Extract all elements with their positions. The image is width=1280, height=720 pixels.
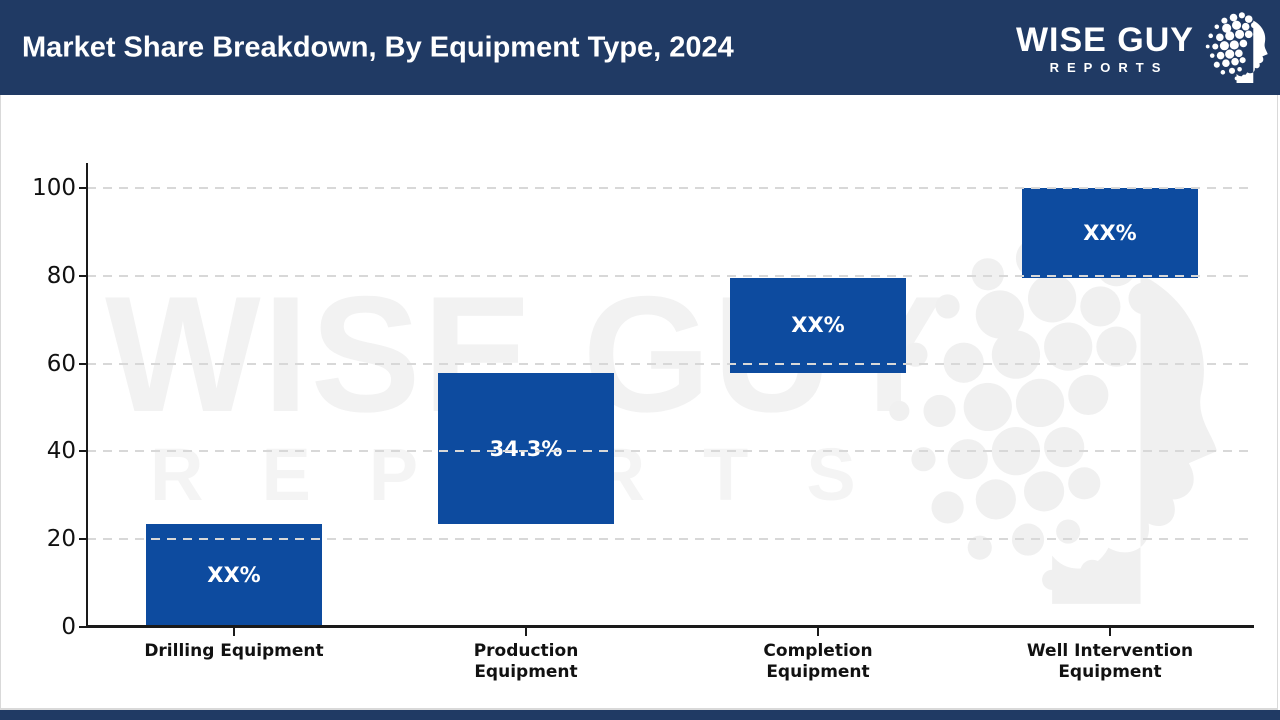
y-tick-mark bbox=[79, 274, 87, 277]
y-tick-label: 100 bbox=[32, 175, 76, 201]
logo-text: WISE GUY REPORTS bbox=[1015, 21, 1194, 75]
page-title: Market Share Breakdown, By Equipment Typ… bbox=[22, 31, 734, 63]
x-tick-mark bbox=[525, 628, 527, 636]
content-border bbox=[0, 95, 1278, 710]
bar-value-label: XX% bbox=[791, 313, 845, 338]
bar-segment: XX% bbox=[730, 277, 906, 374]
x-axis-line bbox=[86, 625, 1254, 628]
x-tick-mark bbox=[817, 628, 819, 636]
logo-subtitle: REPORTS bbox=[1049, 59, 1169, 75]
footer-bar bbox=[0, 710, 1280, 720]
x-category-label: Production Equipment bbox=[473, 641, 579, 683]
y-tick-label: 60 bbox=[46, 350, 76, 377]
header-bar: Market Share Breakdown, By Equipment Typ… bbox=[0, 0, 1280, 95]
bar-segment: XX% bbox=[146, 523, 322, 627]
y-gridline bbox=[87, 187, 1254, 189]
y-tick-mark bbox=[79, 626, 87, 628]
y-tick-mark bbox=[79, 362, 87, 365]
y-gridline bbox=[87, 538, 1254, 541]
x-category-label: Completion Equipment bbox=[763, 641, 873, 683]
dotted-head-logo-icon bbox=[1205, 12, 1268, 83]
x-category-label: Drilling Equipment bbox=[144, 641, 324, 661]
y-tick-label: 0 bbox=[61, 614, 76, 640]
x-tick-mark bbox=[233, 628, 235, 636]
wise-guy-reports-logo: WISE GUY REPORTS bbox=[1016, 7, 1270, 89]
bar-segment: 34.3% bbox=[438, 373, 614, 524]
y-tick-mark bbox=[79, 450, 87, 453]
logo-wordmark: WISE GUY bbox=[1015, 21, 1194, 60]
y-tick-label: 40 bbox=[46, 438, 76, 465]
y-gridline bbox=[87, 274, 1254, 277]
x-tick-mark bbox=[1109, 628, 1111, 636]
y-tick-mark bbox=[79, 538, 87, 541]
y-tick-label: 20 bbox=[46, 526, 76, 553]
y-gridline bbox=[87, 450, 1254, 453]
x-category-label: Well Intervention Equipment bbox=[1026, 641, 1194, 683]
bar-value-label: XX% bbox=[207, 563, 261, 588]
y-axis-line bbox=[86, 163, 88, 627]
y-tick-mark bbox=[79, 187, 87, 189]
bar-value-label: XX% bbox=[1083, 220, 1137, 245]
y-tick-label: 80 bbox=[46, 262, 76, 289]
bar-segment: XX% bbox=[1022, 188, 1198, 278]
y-gridline bbox=[87, 362, 1254, 365]
bar-value-label: 34.3% bbox=[489, 436, 563, 461]
